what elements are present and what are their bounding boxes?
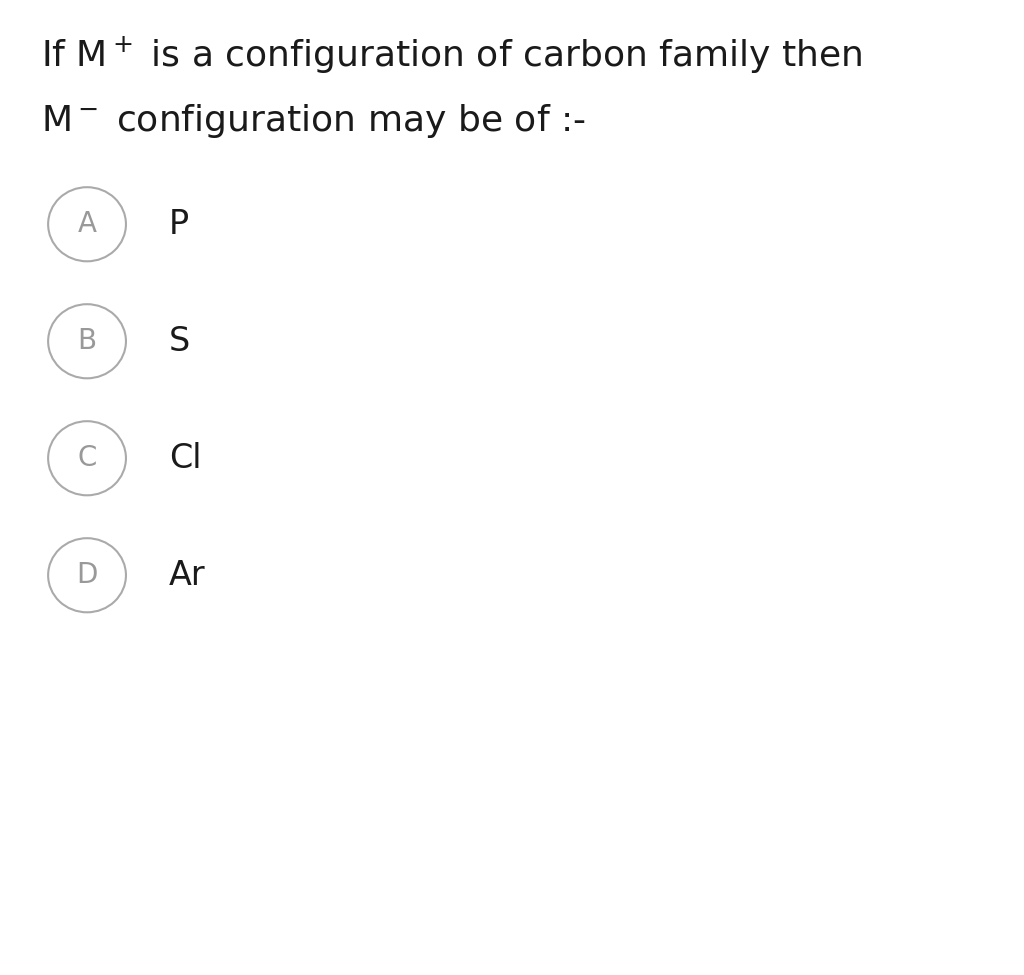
Text: Ar: Ar <box>169 559 206 592</box>
Text: C: C <box>78 445 96 472</box>
Text: S: S <box>169 325 190 358</box>
Circle shape <box>48 304 126 378</box>
Text: P: P <box>169 208 189 241</box>
Text: If M$^+$ is a configuration of carbon family then: If M$^+$ is a configuration of carbon fa… <box>41 34 862 76</box>
Text: Cl: Cl <box>169 442 202 475</box>
Text: M$^-$ configuration may be of :-: M$^-$ configuration may be of :- <box>41 102 586 140</box>
Circle shape <box>48 421 126 495</box>
Text: D: D <box>77 562 97 589</box>
Circle shape <box>48 187 126 261</box>
Text: A: A <box>78 211 96 238</box>
Circle shape <box>48 538 126 612</box>
Text: B: B <box>78 328 96 355</box>
